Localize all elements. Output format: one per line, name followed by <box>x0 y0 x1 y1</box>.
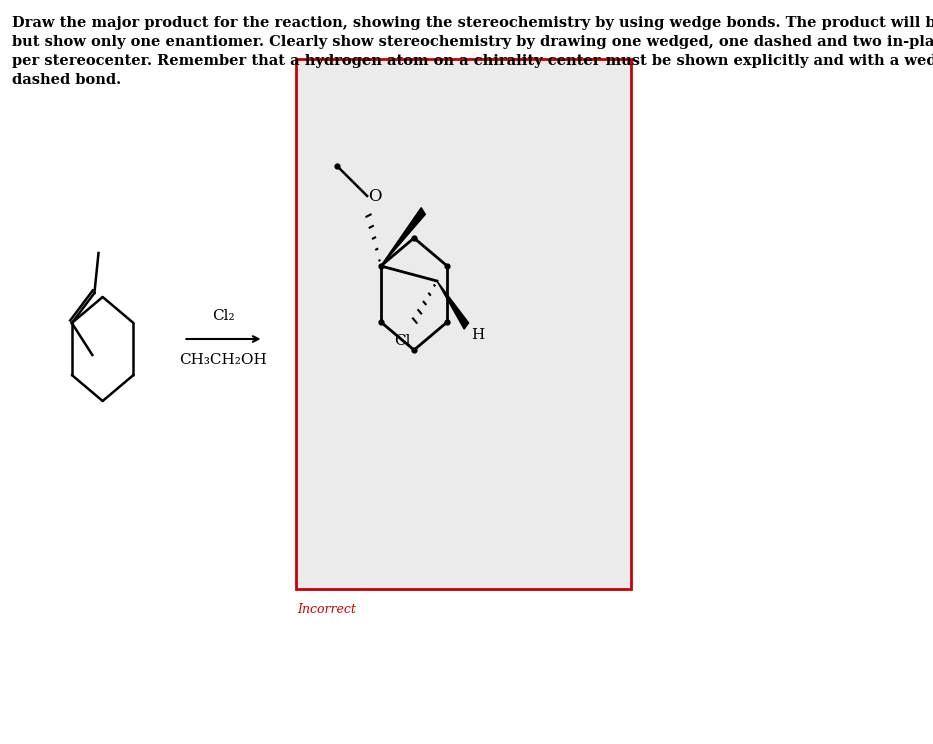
Text: Cl₂: Cl₂ <box>212 309 235 323</box>
Polygon shape <box>381 208 425 266</box>
Text: Cl: Cl <box>395 334 411 348</box>
Polygon shape <box>437 281 468 329</box>
Text: CH₃CH₂OH: CH₃CH₂OH <box>179 353 268 367</box>
Text: O: O <box>369 187 383 205</box>
Text: Incorrect: Incorrect <box>297 603 355 616</box>
Text: Draw the major product for the reaction, showing the stereochemistry by using we: Draw the major product for the reaction,… <box>12 16 933 30</box>
Text: but show only one enantiomer. Clearly show stereochemistry by drawing one wedged: but show only one enantiomer. Clearly sh… <box>12 35 933 49</box>
Text: dashed bond.: dashed bond. <box>12 73 121 87</box>
Text: per stereocenter. Remember that a hydrogen atom on a chirality center must be sh: per stereocenter. Remember that a hydrog… <box>12 54 933 68</box>
Text: H: H <box>471 328 484 342</box>
FancyBboxPatch shape <box>296 59 631 589</box>
